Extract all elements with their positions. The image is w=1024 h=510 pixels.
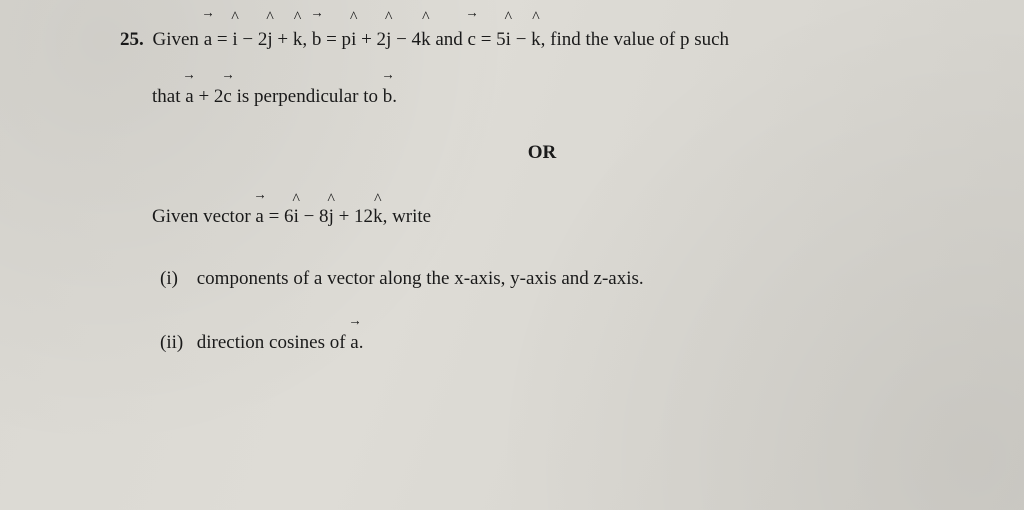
text: = <box>212 29 232 50</box>
unit-j: j <box>386 24 391 56</box>
unit-i: i <box>506 24 511 56</box>
text: Given vector <box>152 206 255 227</box>
text: and <box>431 29 468 50</box>
question-line-2: that a + 2c is perpendicular to b. <box>152 84 964 108</box>
text: + 2 <box>356 29 386 50</box>
unit-i: i <box>294 206 299 228</box>
unit-k: k <box>293 24 303 56</box>
unit-k: k <box>531 24 541 56</box>
sub-marker: (i) <box>160 268 192 290</box>
text: + 12 <box>334 206 373 227</box>
unit-k: k <box>421 24 431 56</box>
sub-question-ii: (ii) direction cosines of a. <box>160 330 964 354</box>
sub-text: direction cosines of a. <box>197 332 364 353</box>
given-vector-line: Given vector a = 6i − 8j + 12k, write <box>152 204 964 228</box>
unit-i: i <box>232 24 237 56</box>
text: direction cosines of <box>197 332 351 353</box>
text: = p <box>321 29 351 50</box>
question-number: 25. <box>120 29 144 50</box>
text: = 5 <box>476 29 506 50</box>
vector-a: a <box>204 22 212 56</box>
text: + 2 <box>194 86 224 107</box>
vector-a: a <box>255 204 263 228</box>
exam-page: 25. Given a = i − 2j + k, b = pi + 2j − … <box>0 0 1024 510</box>
text: that <box>152 86 185 107</box>
text: − 8 <box>299 206 329 227</box>
vector-c: c <box>223 84 231 108</box>
text: is perpendicular to <box>232 86 383 107</box>
text: − 4 <box>391 29 421 50</box>
unit-i: i <box>351 24 356 56</box>
text: , find the value of p such <box>541 29 729 50</box>
sub-marker: (ii) <box>160 332 192 354</box>
vector-a: a <box>350 330 358 354</box>
sub-question-i: (i) components of a vector along the x-a… <box>160 268 964 290</box>
unit-k: k <box>373 206 383 228</box>
vector-b: b <box>383 84 393 108</box>
unit-j: j <box>267 24 272 56</box>
text: , <box>302 29 312 50</box>
or-separator: OR <box>120 142 964 164</box>
text: + <box>273 29 293 50</box>
vector-b: b <box>312 22 322 56</box>
text: , write <box>383 206 432 227</box>
question-line-1: 25. Given a = i − 2j + k, b = pi + 2j − … <box>120 22 964 56</box>
text: . <box>392 86 397 107</box>
text: Given <box>153 29 204 50</box>
question-text-1: Given a = i − 2j + k, b = pi + 2j − 4k a… <box>153 29 730 50</box>
vector-a: a <box>185 84 193 108</box>
unit-j: j <box>329 206 334 228</box>
vector-c: c <box>468 22 476 56</box>
text: . <box>359 332 364 353</box>
text: − <box>511 29 531 50</box>
sub-text: components of a vector along the x-axis,… <box>197 268 644 289</box>
text: − 2 <box>238 29 268 50</box>
text: = 6 <box>264 206 294 227</box>
